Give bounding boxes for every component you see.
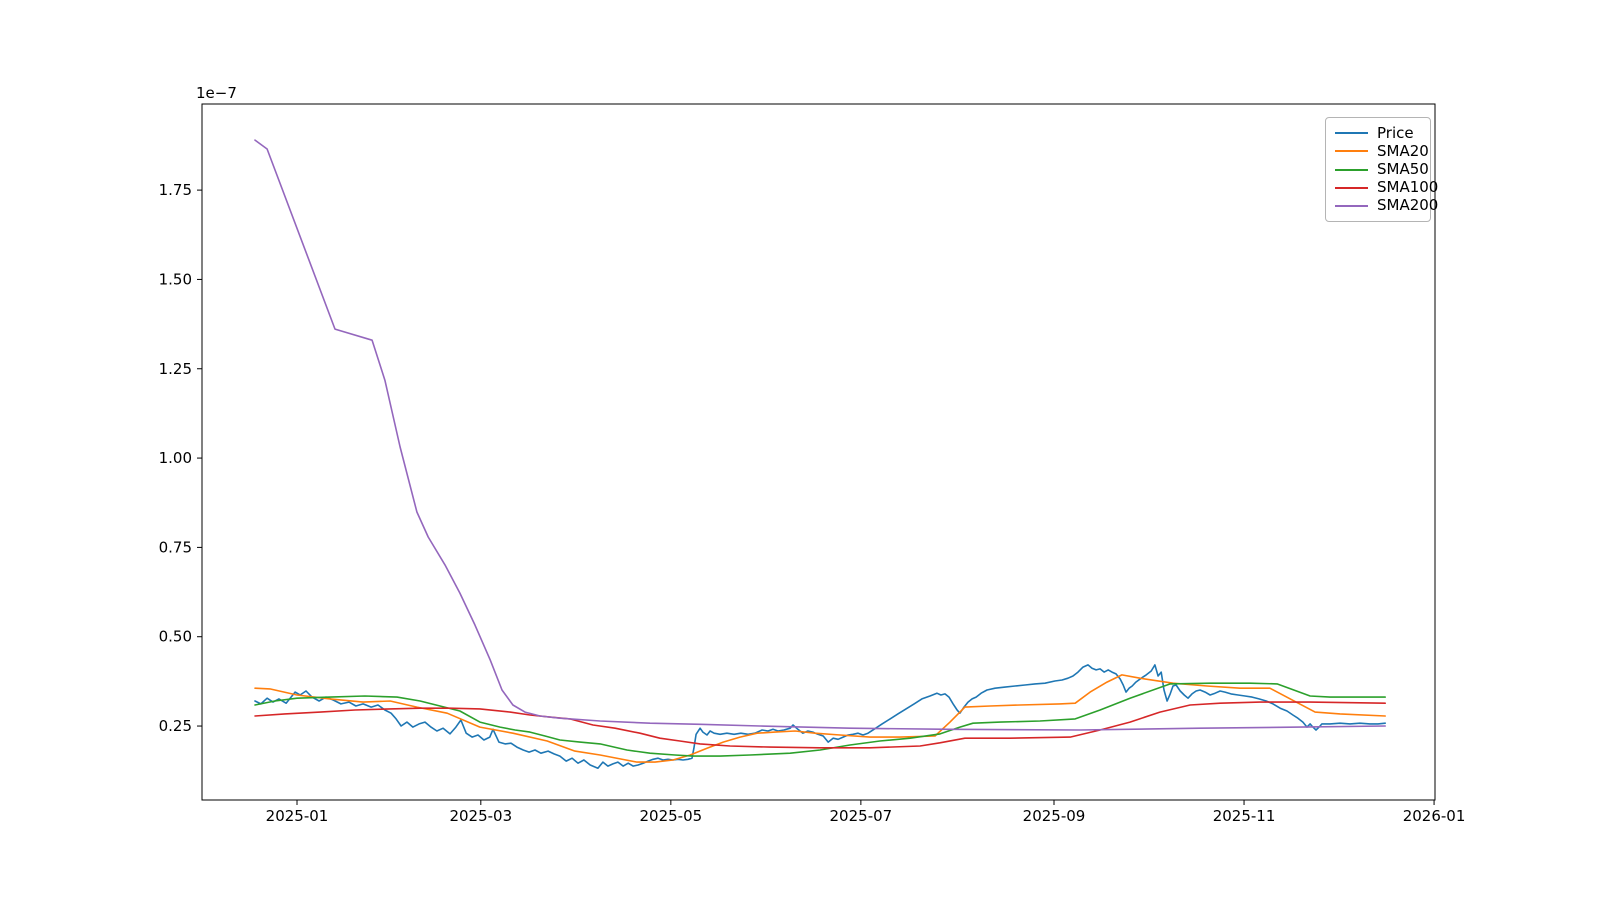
legend: Price SMA20 SMA50 SMA100 SMA200: [1325, 117, 1438, 222]
legend-label: SMA20: [1377, 141, 1429, 160]
legend-item-sma20: SMA20: [1335, 142, 1429, 160]
series-sma100: [254, 701, 1386, 749]
axes-box: [201, 103, 1436, 801]
legend-line-sample: [1335, 204, 1368, 207]
y-tick-label: 0.25: [159, 717, 192, 735]
y-axis-offset-label: 1e−7: [196, 84, 237, 102]
y-tick-label: 1.00: [159, 449, 192, 467]
legend-label: Price: [1377, 123, 1414, 142]
legend-line-sample: [1335, 186, 1368, 189]
series-sma50: [254, 682, 1386, 757]
x-tick-label: 2025-07: [830, 807, 893, 825]
legend-label: SMA200: [1377, 196, 1439, 215]
legend-line-sample: [1335, 150, 1368, 153]
y-tick-label: 0.50: [159, 628, 192, 646]
series-price: [254, 664, 1386, 770]
x-tick-label: 2025-09: [1023, 807, 1086, 825]
x-tick-label: 2025-11: [1213, 807, 1276, 825]
y-tick-label: 1.75: [159, 181, 192, 199]
legend-item-sma200: SMA200: [1335, 197, 1438, 215]
legend-item-sma100: SMA100: [1335, 179, 1438, 197]
x-tick-label: 2025-05: [639, 807, 702, 825]
y-tick-label: 1.25: [159, 360, 192, 378]
legend-label: SMA100: [1377, 178, 1439, 197]
legend-item-price: Price: [1335, 124, 1421, 142]
x-tick-label: 2025-01: [266, 807, 329, 825]
legend-line-sample: [1335, 132, 1368, 135]
y-tick-label: 1.50: [159, 270, 192, 288]
x-tick-label: 2025-03: [449, 807, 512, 825]
legend-item-sma50: SMA50: [1335, 160, 1429, 178]
series-sma20: [254, 674, 1386, 763]
series-sma200: [254, 139, 1386, 731]
legend-label: SMA50: [1377, 160, 1429, 178]
legend-line-sample: [1335, 168, 1368, 171]
plot-area: [202, 104, 1435, 800]
y-tick-label: 0.75: [159, 538, 192, 556]
x-tick-label: 2026-01: [1403, 807, 1466, 825]
